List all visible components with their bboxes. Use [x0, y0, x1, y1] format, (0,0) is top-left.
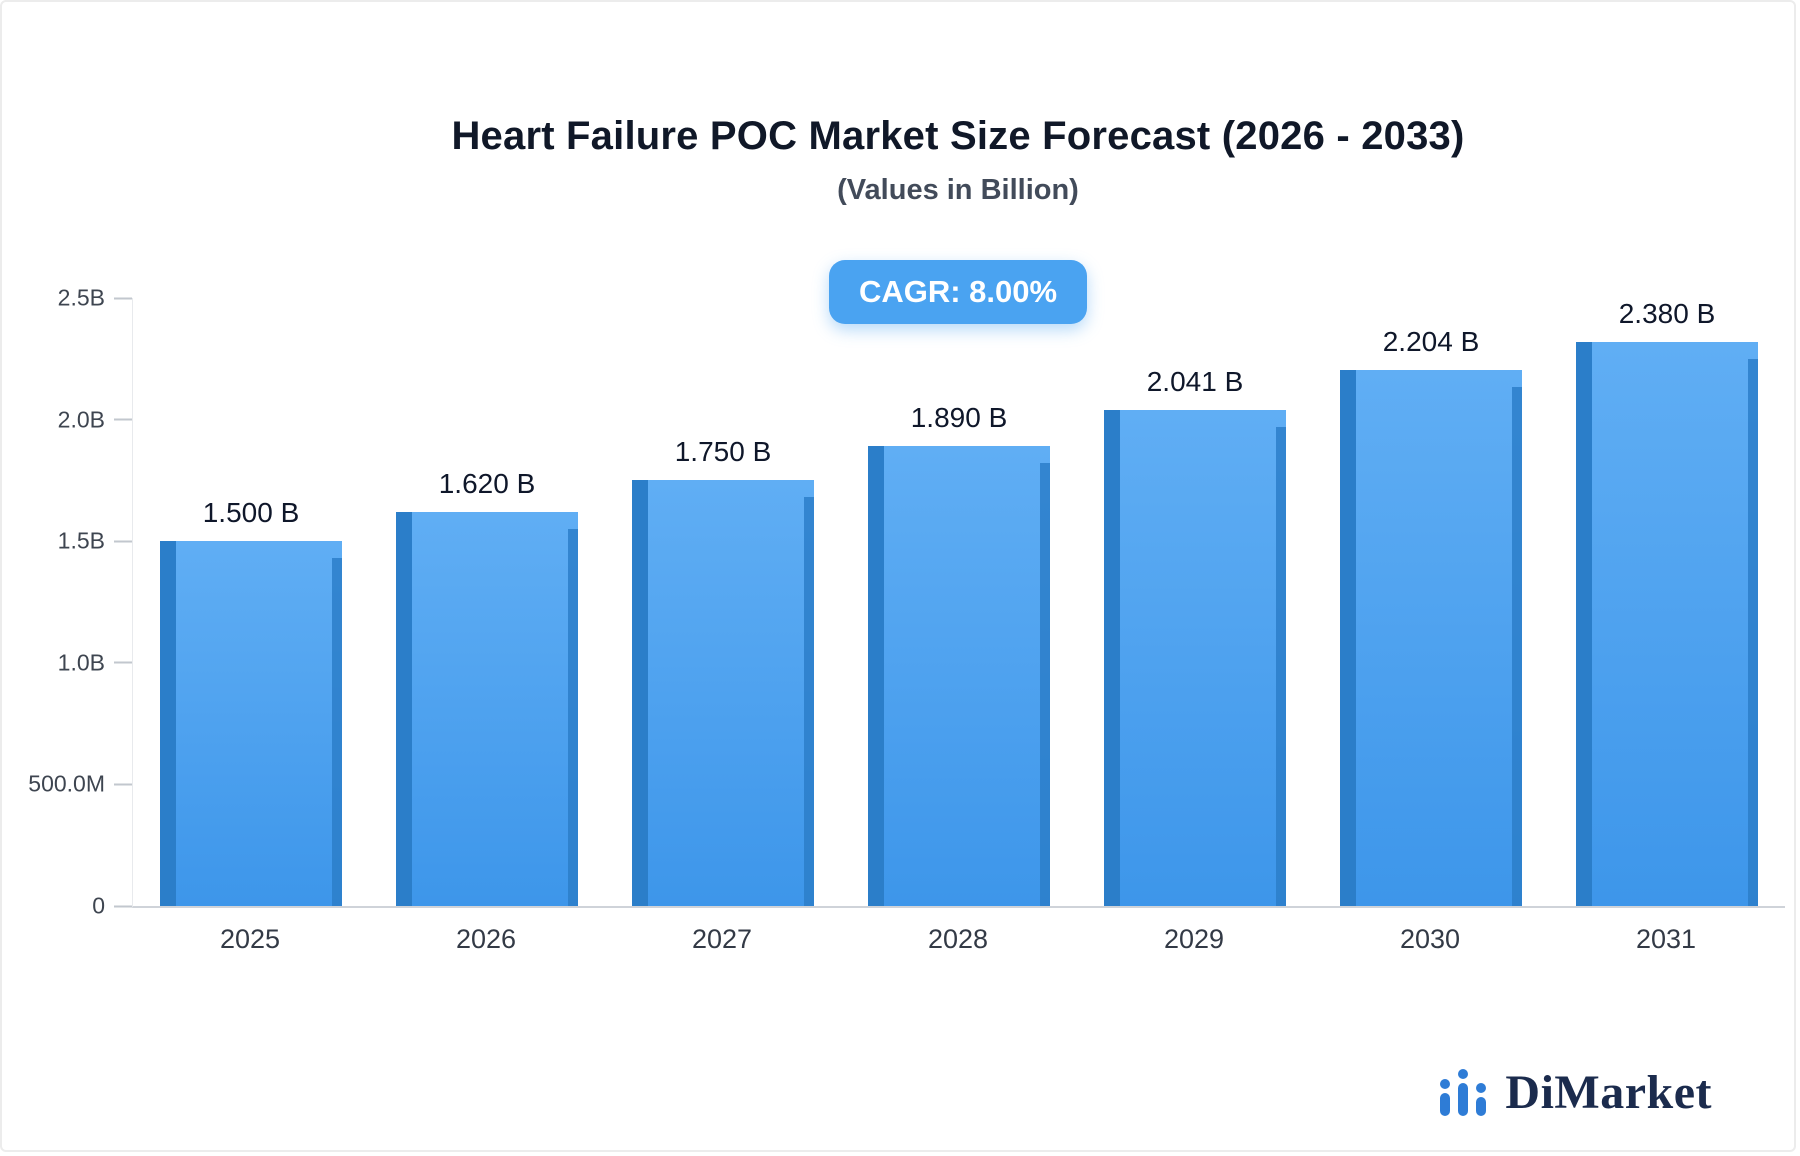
x-axis-label-2025: 2025	[219, 924, 281, 954]
bar-slot: 1.620 B	[369, 298, 605, 906]
x-axis-label-2027: 2027	[691, 924, 753, 954]
bars: 1.500 B 1.620 B 1.750 B 1.890 B 2.041 B 2.204…	[133, 298, 1785, 907]
y-tick: 500.0M	[28, 771, 132, 798]
y-tick: 1.0B	[58, 649, 132, 676]
bar-2029[interactable]	[1104, 409, 1286, 907]
dimarket-logo: DiMarket	[1437, 1065, 1712, 1120]
x-axis-label-2028: 2028	[927, 924, 989, 954]
bar-value-label: 1.620 B	[438, 468, 536, 500]
bar-2031[interactable]	[1576, 342, 1758, 906]
y-tick-mark	[114, 661, 132, 664]
y-tick-label: 1.5B	[57, 527, 105, 554]
bar-chart-icon-shapes	[1440, 1068, 1487, 1116]
bar-value-label: 1.500 B	[202, 497, 300, 529]
y-tick-mark	[114, 905, 132, 907]
plot-area: 1.500 B 1.620 B 1.750 B 1.890 B 2.041 B 2.204…	[132, 298, 1785, 908]
y-tick: 0	[92, 893, 132, 920]
bar-slot: 1.890 B	[841, 298, 1077, 906]
y-tick-label: 2.5B	[57, 284, 105, 311]
x-axis-label-2026: 2026	[455, 924, 517, 954]
bar-2025[interactable]	[160, 541, 342, 906]
x-axis-label-2030: 2030	[1399, 924, 1461, 954]
logo-text: DiMarket	[1505, 1066, 1712, 1119]
y-axis: 2.5B 2.0B 1.5B 1.0B 500.0M 0	[2, 285, 132, 919]
bar-2027[interactable]	[632, 480, 814, 906]
cagr-badge-row: CAGR: 8.00%	[132, 260, 1784, 324]
y-tick-mark	[114, 783, 132, 786]
bar-slot: 1.750 B	[605, 298, 841, 906]
bar-value-label: 1.890 B	[910, 402, 1008, 434]
bar-chart-icon	[1440, 1068, 1487, 1116]
bar-2030[interactable]	[1340, 370, 1522, 906]
y-tick-label: 1.0B	[57, 649, 105, 676]
y-tick: 2.5B	[58, 285, 132, 312]
chart-title: Heart Failure POC Market Size Forecast (…	[451, 114, 1465, 158]
bar-value-label: 2.041 B	[1146, 365, 1244, 397]
bar-slot: 2.041 B	[1077, 298, 1313, 907]
y-tick: 1.5B	[58, 528, 132, 555]
bar-slot: 2.380 B	[1549, 298, 1785, 906]
y-tick-label: 0	[92, 892, 105, 919]
bar-2026[interactable]	[396, 512, 578, 906]
y-tick-mark	[114, 297, 132, 299]
y-tick-mark	[114, 418, 132, 421]
bar-value-label: 2.204 B	[1382, 326, 1480, 357]
y-tick-mark	[114, 540, 132, 543]
y-tick-label: 500.0M	[28, 770, 105, 797]
y-tick: 2.0B	[58, 406, 132, 433]
chart-subtitle: (Values in Billion)	[837, 174, 1079, 206]
bar-value-label: 1.750 B	[674, 436, 772, 468]
cagr-badge: CAGR: 8.00%	[828, 260, 1088, 324]
bar-value-label: 2.380 B	[1618, 298, 1716, 329]
y-tick-label: 2.0B	[57, 406, 105, 433]
bar-2028[interactable]	[868, 446, 1050, 906]
bar-slot: 1.500 B	[133, 298, 369, 906]
x-axis-labels: 2025 2026 2027 2028 2029 2030 2031	[132, 924, 1784, 955]
bar-slot: 2.204 B	[1313, 298, 1549, 906]
x-axis-label-2031: 2031	[1635, 924, 1697, 954]
x-axis-label-2029: 2029	[1163, 924, 1225, 954]
